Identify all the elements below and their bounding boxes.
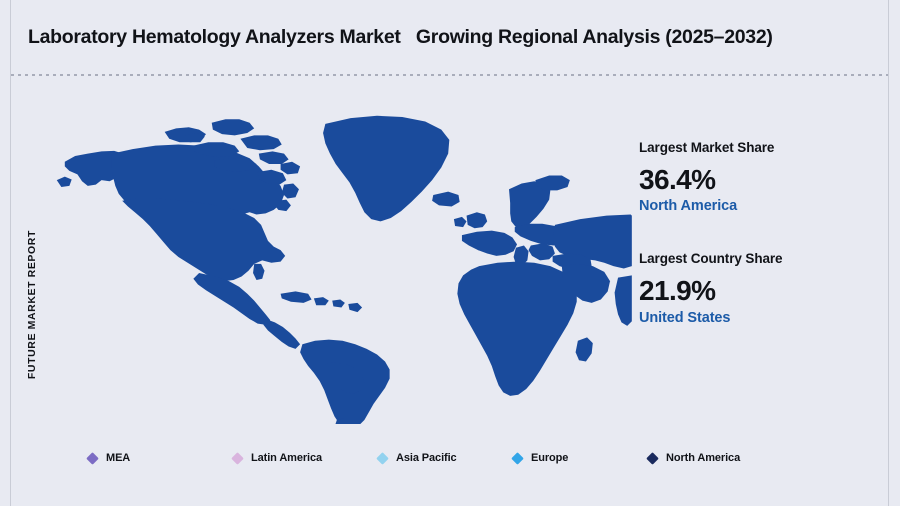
stats-panel: Largest Market Share 36.4% North America…	[639, 140, 884, 326]
legend-item-europe: Europe	[511, 448, 569, 468]
legend-item-latin-america: Latin America	[231, 448, 323, 468]
legend: MEA Latin America Asia Pacific Europe No…	[86, 448, 788, 468]
header: Laboratory Hematology Analyzers Market G…	[11, 0, 888, 75]
brand-vertical-label: FUTURE MARKET REPORT	[26, 230, 38, 380]
legend-item-mea: MEA	[86, 448, 131, 468]
stat-value: 21.9%	[639, 275, 716, 307]
page-title: Laboratory Hematology Analyzers Market G…	[28, 25, 773, 48]
world-map-svg	[56, 115, 632, 424]
world-map	[52, 94, 632, 424]
legend-diamond-icon	[86, 451, 99, 465]
stat-largest-country-share: Largest Country Share 21.9% United State…	[639, 251, 884, 325]
legend-diamond-icon	[646, 451, 659, 465]
stat-region: United States	[639, 309, 731, 326]
legend-item-label: MEA	[106, 452, 131, 464]
stat-region: North America	[639, 198, 738, 215]
stat-value: 36.4%	[639, 164, 716, 195]
legend-item-label: Europe	[531, 452, 569, 464]
legend-item-label: Latin America	[251, 452, 323, 464]
legend-diamond-icon	[376, 451, 389, 465]
stat-label: Largest Market Share	[639, 140, 775, 155]
header-divider	[11, 74, 888, 76]
stat-largest-market-share: Largest Market Share 36.4% North America	[639, 140, 884, 214]
legend-item-label: North America	[666, 452, 741, 464]
world-map-landmass	[56, 115, 632, 424]
legend-item-north-america: North America	[646, 448, 741, 468]
legend-item-asia-pacific: Asia Pacific	[376, 448, 457, 468]
legend-diamond-icon	[231, 451, 244, 465]
legend-item-label: Asia Pacific	[396, 452, 457, 464]
legend-diamond-icon	[511, 451, 524, 465]
stat-label: Largest Country Share	[639, 251, 783, 267]
